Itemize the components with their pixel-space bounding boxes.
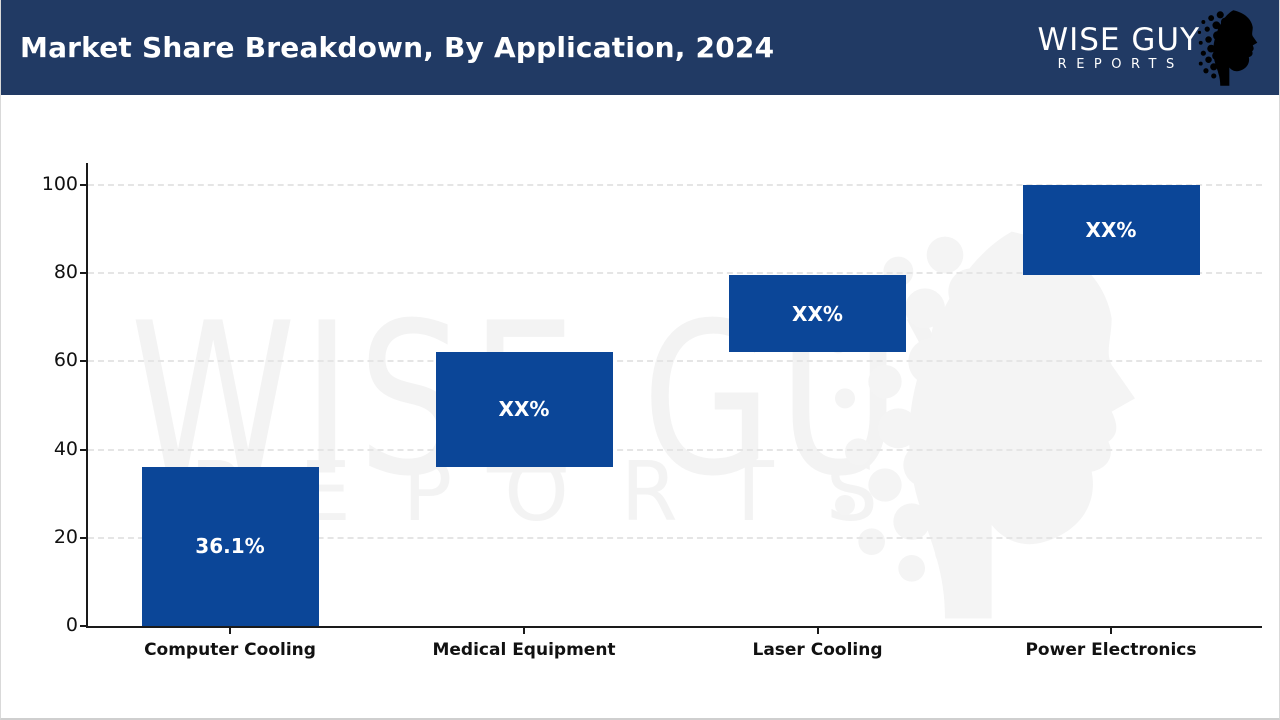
brand-head-icon [1197, 10, 1258, 86]
y-tick-label-60: 60 [53, 349, 78, 372]
bar-computer-cooling: 36.1% [141, 466, 319, 626]
y-tick-mark-40 [80, 448, 88, 451]
gridline-20 [88, 536, 1262, 539]
x-tick-mark-2 [816, 626, 819, 634]
x-tick-mark-1 [523, 626, 525, 634]
gridline-40 [88, 448, 1262, 451]
bar-power-electronics: XX% [1022, 185, 1200, 276]
brand-logo-line1: WISE GUY [1037, 22, 1200, 59]
y-axis-spine [86, 163, 88, 628]
y-tick-mark-20 [80, 536, 88, 539]
brand-logo-text: WISE GUY REPORTS [1037, 24, 1200, 72]
chart-area: 0 20 40 60 80 100 36.1% XX% XX% XX% Computer Cooli… [0, 95, 1280, 720]
y-tick-mark-0 [80, 625, 88, 627]
gridline-80 [88, 272, 1262, 275]
x-category-label-3: Power Electronics [1025, 640, 1197, 660]
brand-logo: WISE GUY REPORTS [1037, 6, 1266, 90]
brand-logo-line2: REPORTS [1057, 56, 1184, 72]
y-tick-label-80: 80 [53, 261, 78, 284]
page-title: Market Share Breakdown, By Application, … [20, 31, 775, 64]
bar-value-label: XX% [792, 301, 843, 326]
x-axis-spine [86, 626, 1262, 628]
header-bar: Market Share Breakdown, By Application, … [0, 0, 1280, 95]
x-tick-mark-0 [229, 626, 231, 634]
y-tick-label-40: 40 [53, 437, 78, 460]
bar-value-label: XX% [1085, 218, 1137, 243]
y-tick-mark-100 [80, 184, 88, 187]
x-tick-mark-3 [1110, 626, 1112, 634]
y-tick-mark-80 [80, 272, 88, 275]
y-tick-label-0: 0 [65, 614, 78, 636]
gridline-100 [88, 184, 1262, 187]
y-tick-label-20: 20 [53, 525, 78, 548]
y-tick-label-100: 100 [41, 173, 78, 196]
bar-value-label: 36.1% [195, 534, 265, 559]
y-tick-mark-60 [80, 360, 88, 363]
bar-medical-equipment: XX% [435, 352, 613, 467]
x-category-label-0: Computer Cooling [144, 640, 316, 660]
bar-value-label: XX% [498, 397, 550, 422]
bar-laser-cooling: XX% [729, 275, 906, 353]
gridline-60 [88, 360, 1262, 363]
x-category-label-1: Medical Equipment [432, 640, 616, 660]
x-category-label-2: Laser Cooling [752, 640, 883, 660]
